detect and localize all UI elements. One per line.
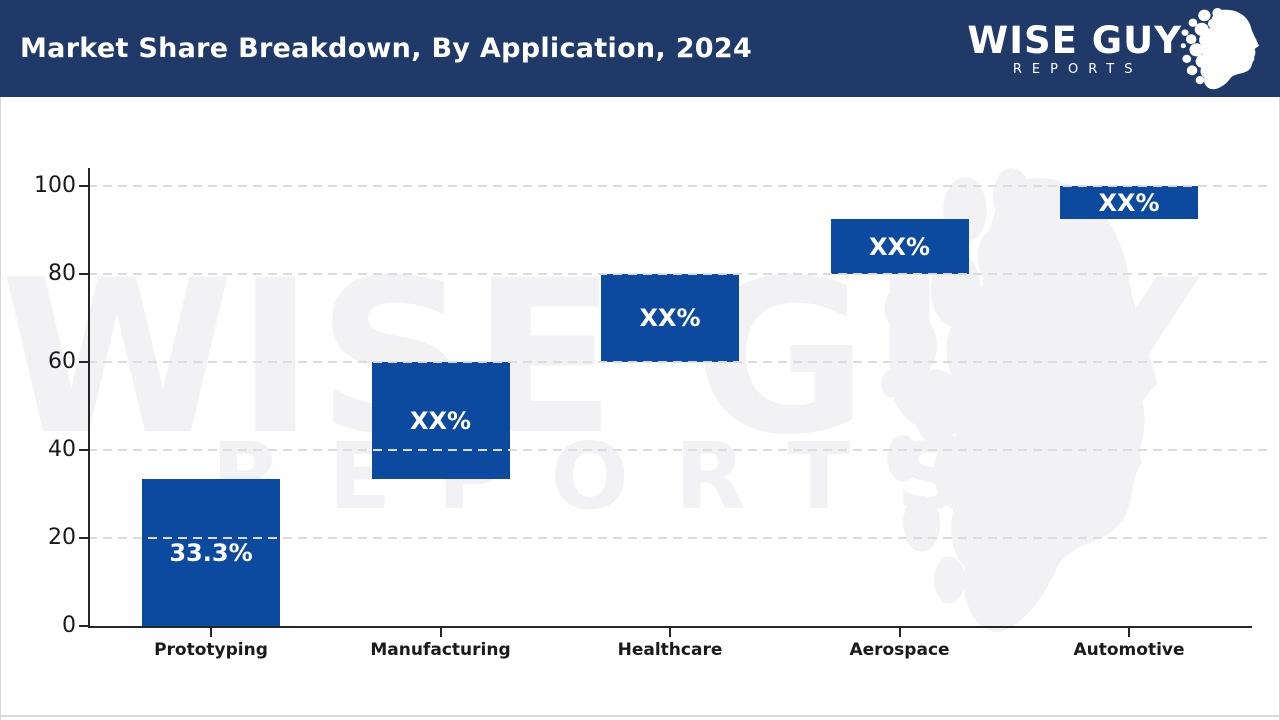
gridline-100 xyxy=(88,185,1268,187)
brand-name: WISE GUY xyxy=(967,18,1182,62)
y-tick-label: 20 xyxy=(48,525,76,550)
x-category-label: Prototyping xyxy=(154,640,268,660)
bar-healthcare xyxy=(601,274,739,362)
bar-value-label: XX% xyxy=(868,232,931,261)
bar-value-label: XX% xyxy=(639,304,701,332)
x-category-label: Aerospace xyxy=(849,640,950,660)
bar-value-label: 33.3% xyxy=(169,538,253,567)
y-tick xyxy=(79,361,88,363)
frame-bottom xyxy=(0,715,1280,717)
x-category-label: Healthcare xyxy=(617,640,723,660)
y-tick-label: 100 xyxy=(34,173,76,198)
gridline-40 xyxy=(88,449,1268,451)
y-tick-label: 60 xyxy=(48,349,76,374)
header-bar: Market Share Breakdown, By Application, … xyxy=(0,0,1280,97)
y-tick xyxy=(79,273,88,275)
gridline-80 xyxy=(88,273,1268,275)
y-tick xyxy=(79,185,88,187)
x-tick xyxy=(439,628,442,637)
bar-prototyping xyxy=(142,479,280,626)
y-tick-label: 40 xyxy=(48,437,76,462)
y-tick xyxy=(79,537,88,539)
x-axis-line xyxy=(88,626,1252,628)
y-tick xyxy=(79,625,88,627)
x-tick xyxy=(898,628,901,637)
bar-manufacturing xyxy=(371,362,510,480)
y-tick-label: 0 xyxy=(62,613,76,638)
x-category-label: Automotive xyxy=(1073,640,1185,660)
x-category-label: Manufacturing xyxy=(370,640,511,660)
frame-left xyxy=(0,97,1,720)
bar-value-label: XX% xyxy=(409,406,472,435)
watermark-line2: REPORTS xyxy=(211,422,1009,530)
watermark-line1: WISE GUY xyxy=(0,234,1200,482)
brand-face-icon xyxy=(1180,7,1259,89)
brand-subname: REPORTS xyxy=(1012,61,1143,77)
x-tick xyxy=(1128,628,1130,637)
x-tick xyxy=(669,628,671,637)
y-tick xyxy=(79,449,88,451)
bar-value-label: XX% xyxy=(1098,188,1160,217)
x-tick xyxy=(210,628,212,637)
chart-title: Market Share Breakdown, By Application, … xyxy=(20,33,753,64)
y-tick-label: 80 xyxy=(48,261,76,286)
gridline-60 xyxy=(88,361,1268,363)
brand-logo: WISE GUY REPORTS xyxy=(967,7,1280,90)
gridline-20 xyxy=(88,537,1268,539)
y-axis-line xyxy=(88,168,90,628)
